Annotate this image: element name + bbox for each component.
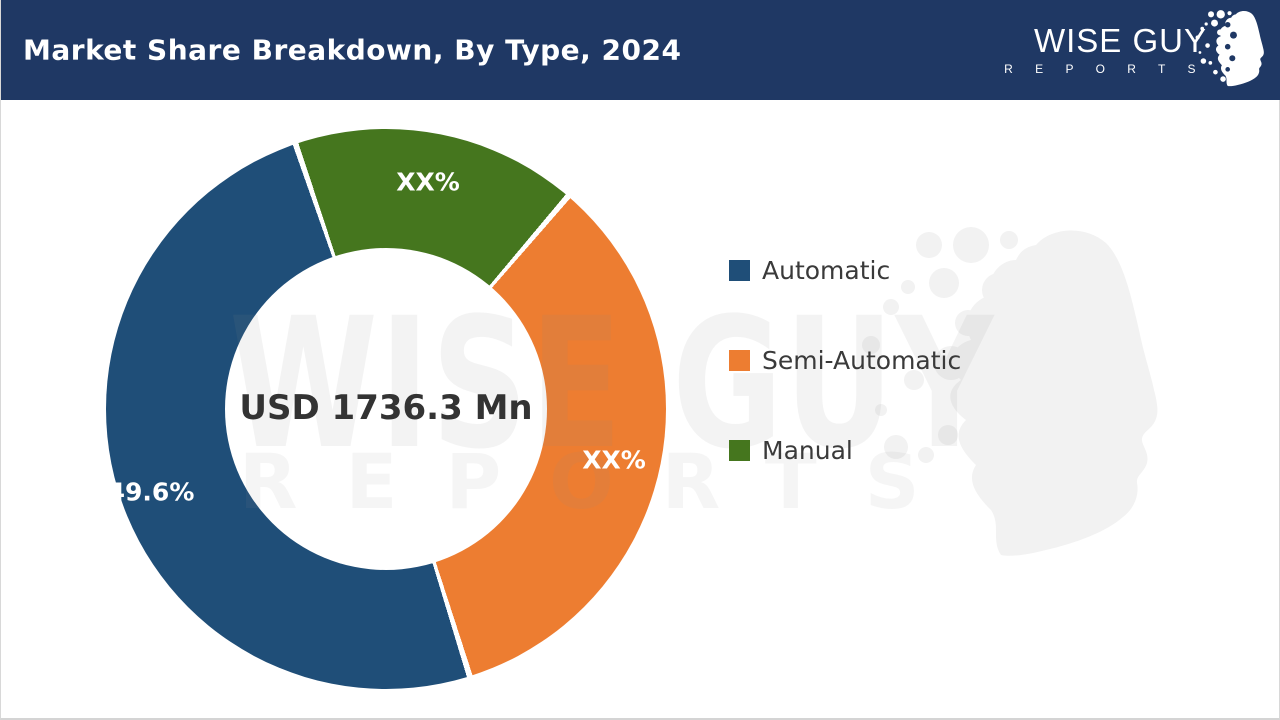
legend-swatch-icon [729,259,750,281]
legend-item-automatic: Automatic [729,255,961,285]
slice-label-semi-automatic: XX% [582,445,646,475]
face-watermark-icon [862,227,1158,556]
legend-item-manual: Manual [729,435,961,465]
slice-label-automatic: 49.6% [107,477,195,507]
page-title: Market Share Breakdown, By Type, 2024 [23,33,682,67]
header-background [1,0,1280,100]
wise-guy-logo: WISE GUY R E P O R T S [1004,6,1267,92]
logo-subtitle: R E P O R T S [1004,62,1205,76]
legend-label: Semi-Automatic [762,345,962,375]
slice-label-manual: XX% [396,167,460,197]
legend-label: Manual [762,435,853,465]
face-logo-icon [1195,10,1264,87]
legend-item-semi-automatic: Semi-Automatic [729,345,961,375]
donut-center-value: USD 1736.3 Mn [239,388,533,428]
logo-wordmark: WISE GUY [1033,22,1207,59]
legend-swatch-icon [729,439,750,461]
legend-label: Automatic [762,255,891,285]
legend-swatch-icon [729,349,750,371]
chart-legend: Automatic Semi-Automatic Manual [729,255,961,525]
header-bar: Market Share Breakdown, By Type, 2024 WI… [1,0,1280,100]
donut-hole [225,248,547,570]
